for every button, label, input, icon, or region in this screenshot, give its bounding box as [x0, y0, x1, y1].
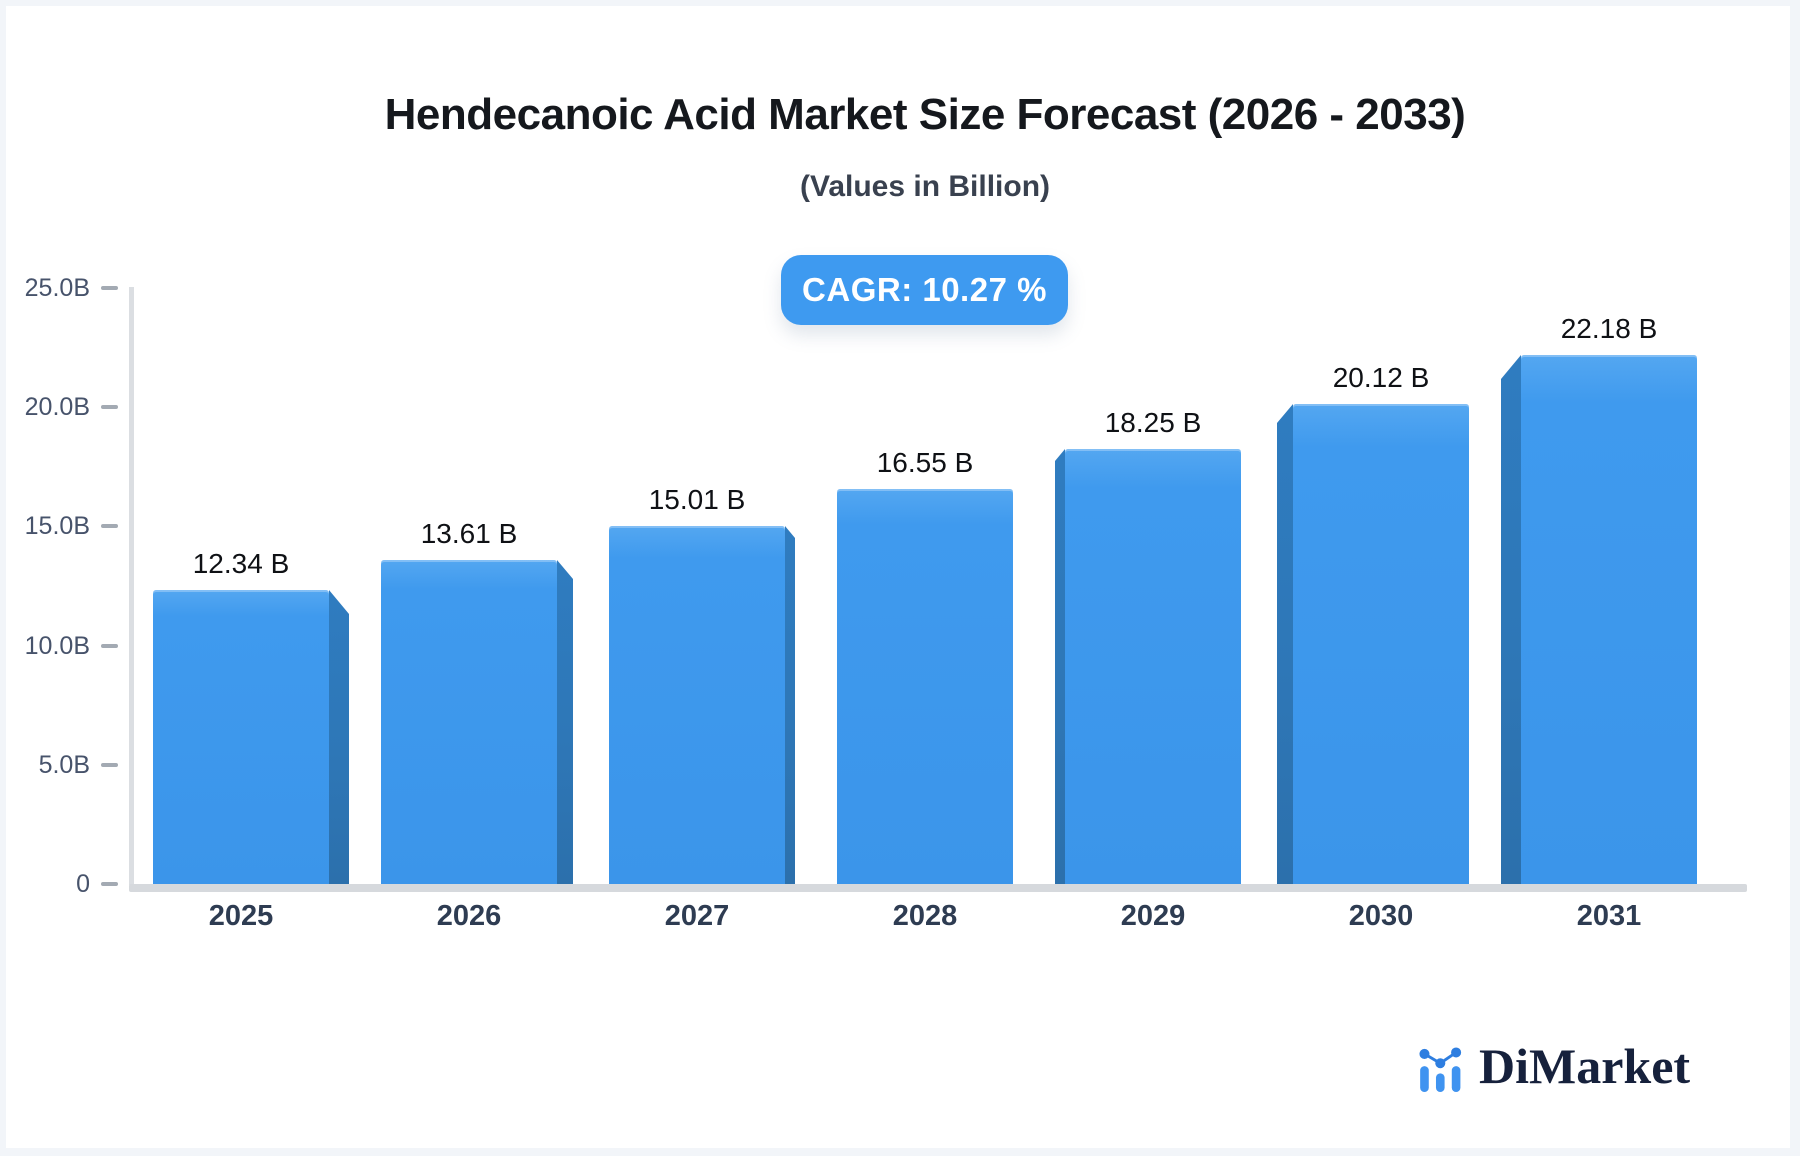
- bar-2030[interactable]: [1293, 404, 1469, 884]
- bar-2031[interactable]: [1521, 355, 1697, 884]
- chart-title: Hendecanoic Acid Market Size Forecast (2…: [384, 90, 1466, 139]
- x-tick-label-2029: 2029: [1120, 900, 1186, 932]
- y-tick-mark: [101, 644, 118, 648]
- x-tick-label-2030: 2030: [1348, 900, 1414, 932]
- x-tick-label-2031: 2031: [1576, 900, 1642, 932]
- bar-value-label-2030: 20.12 B: [1332, 362, 1430, 393]
- y-tick-label-10.0B: 10.0B: [24, 632, 90, 660]
- chart-subtitle: (Values in Billion): [799, 170, 1051, 203]
- bar-side-panel-2027: [785, 526, 795, 884]
- bar-side-panel-2030: [1277, 404, 1293, 884]
- y-tick-mark: [101, 405, 118, 409]
- y-tick-label-15.0B: 15.0B: [24, 512, 90, 540]
- x-tick-label-2025: 2025: [208, 900, 274, 932]
- brand-logo[interactable]: DiMarket: [1418, 1040, 1690, 1092]
- bar-value-label-2025: 12.34 B: [192, 548, 290, 579]
- bar-side-panel-2026: [557, 560, 573, 884]
- x-axis-baseline: [129, 884, 1747, 892]
- brand-name: DiMarket: [1479, 1038, 1691, 1094]
- bar-value-label-2027: 15.01 B: [648, 484, 746, 515]
- bar-2028[interactable]: [837, 489, 1013, 884]
- x-tick-label-2028: 2028: [892, 900, 958, 932]
- y-tick-mark: [101, 763, 118, 767]
- cagr-badge-label: CAGR: 10.27 %: [802, 271, 1047, 308]
- cagr-badge: CAGR: 10.27 %: [781, 255, 1068, 325]
- y-tick-mark: [101, 882, 118, 886]
- bar-2025[interactable]: [153, 590, 329, 884]
- bar-side-panel-2025: [329, 590, 349, 884]
- y-tick-label-0: 0: [76, 870, 90, 898]
- x-tick-label-2027: 2027: [664, 900, 730, 932]
- y-tick-mark: [101, 524, 118, 528]
- y-tick-mark: [101, 286, 118, 290]
- y-axis-line: [129, 287, 134, 885]
- bar-value-label-2029: 18.25 B: [1104, 407, 1202, 438]
- bar-value-label-2031: 22.18 B: [1560, 313, 1658, 344]
- bar-2027[interactable]: [609, 526, 785, 884]
- bar-side-panel-2029: [1055, 449, 1065, 884]
- bar-side-panel-2031: [1501, 355, 1521, 884]
- y-tick-label-20.0B: 20.0B: [24, 393, 90, 421]
- mini-bar-line-chart-icon: [1419, 1047, 1462, 1092]
- y-tick-label-25.0B: 25.0B: [24, 274, 90, 302]
- bar-value-label-2028: 16.55 B: [876, 447, 974, 478]
- y-tick-label-5.0B: 5.0B: [38, 751, 90, 779]
- bar-2029[interactable]: [1065, 449, 1241, 884]
- bar-value-label-2026: 13.61 B: [420, 518, 518, 549]
- x-tick-label-2026: 2026: [436, 900, 502, 932]
- bar-2026[interactable]: [381, 560, 557, 884]
